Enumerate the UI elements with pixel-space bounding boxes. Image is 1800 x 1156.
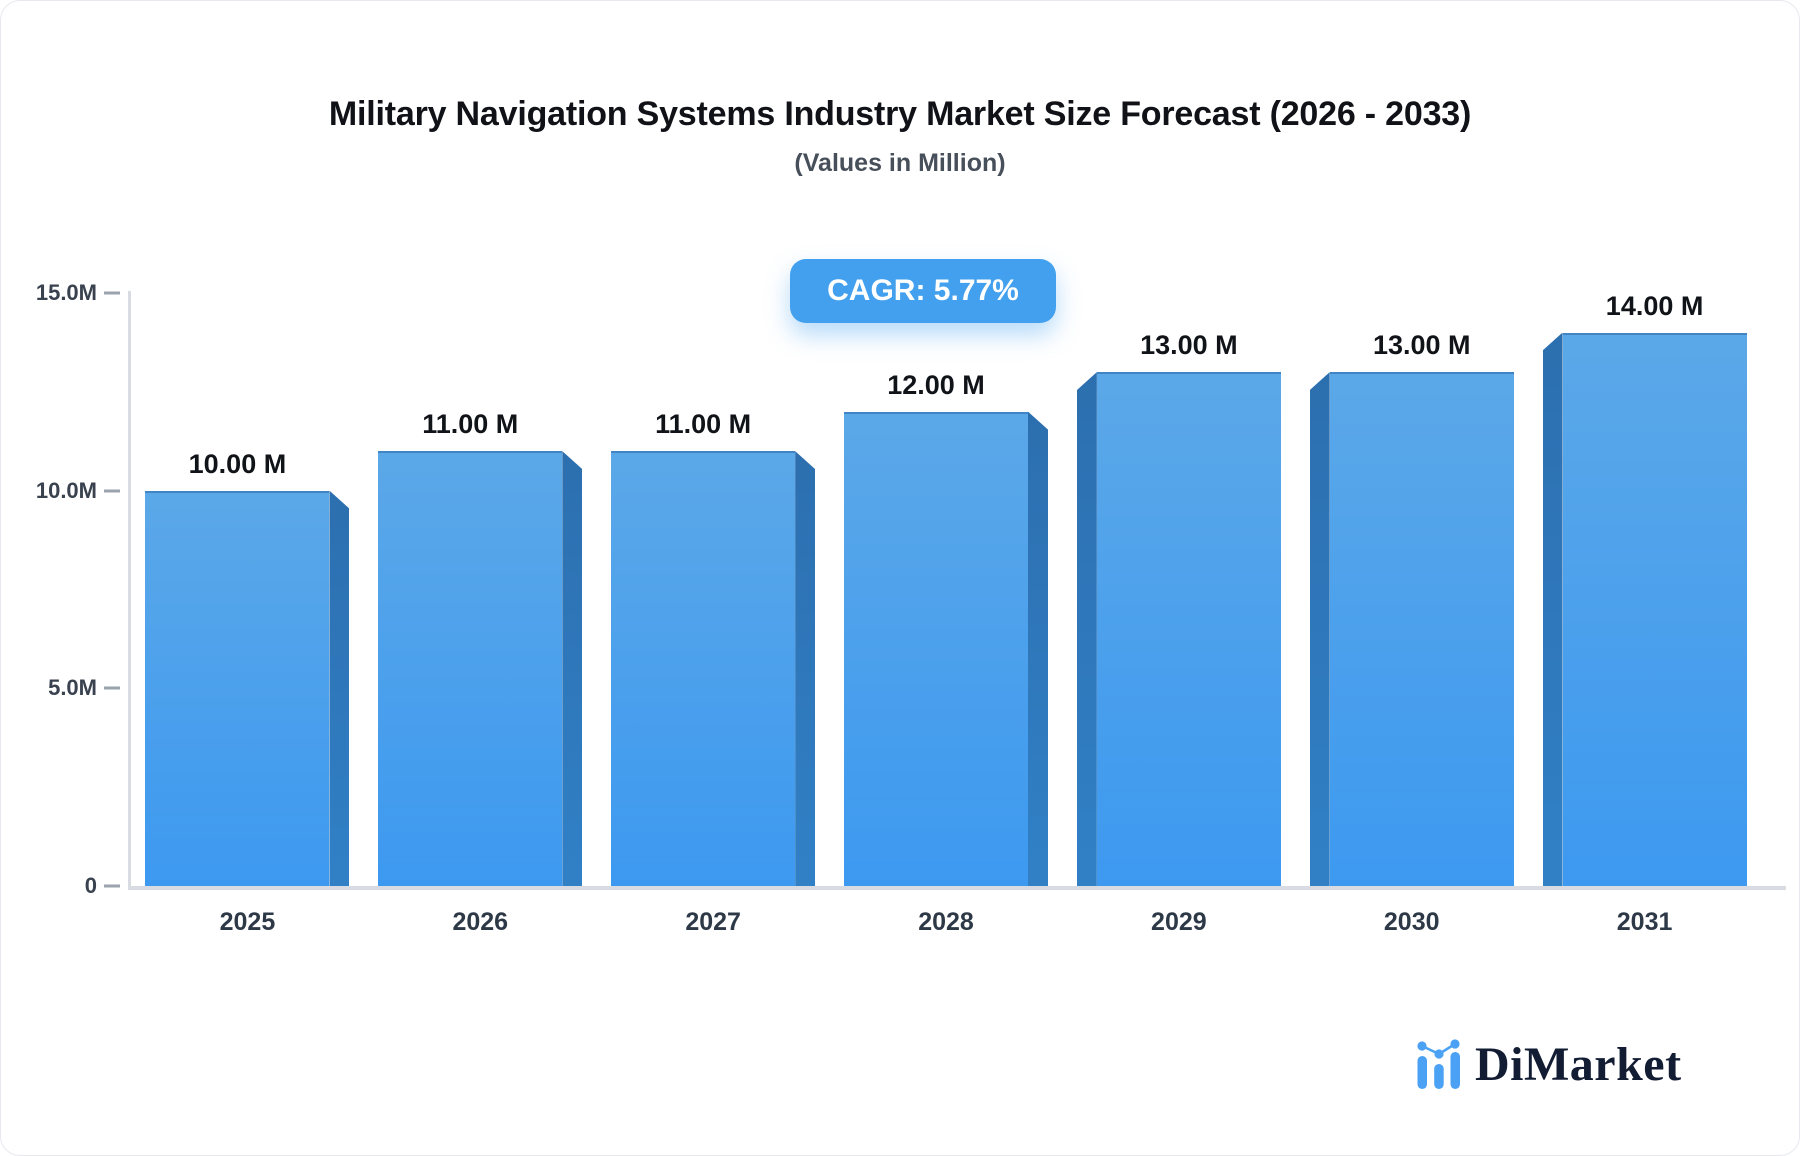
bars-container: 10.00 M 2025 11.00 M 2026 11.00 M 2027 12.00 M… <box>131 291 1761 936</box>
chart-subtitle: (Values in Million) <box>794 149 1006 177</box>
y-tick-label: 0 <box>84 873 97 898</box>
y-axis-line <box>128 291 131 890</box>
bar-value-label: 13.00 M <box>1372 330 1471 361</box>
x-axis-line <box>128 886 1786 890</box>
bar-2027[interactable] <box>611 451 796 886</box>
bar-value-label: 11.00 M <box>422 409 519 440</box>
bar-side-panel <box>1542 332 1563 886</box>
bar-2030[interactable] <box>1329 372 1514 886</box>
bar-value-label: 10.00 M <box>188 448 287 479</box>
bar-2028[interactable] <box>844 411 1028 886</box>
bar-2031[interactable] <box>1562 332 1747 886</box>
bar-value-label: 12.00 M <box>887 369 985 400</box>
dimarket-logo: DiMarket <box>1417 1039 1682 1089</box>
bar-cell-2025: 10.00 M 2025 <box>131 293 364 936</box>
bar-group-2029: 13.00 M <box>1076 330 1281 886</box>
bar-group-2030: 13.00 M <box>1309 330 1514 886</box>
bar-cell-2028: 12.00 M 2028 <box>830 293 1063 936</box>
bar-2025[interactable] <box>145 490 330 886</box>
bar-cell-2026: 11.00 M 2026 <box>364 293 597 936</box>
y-tick-mark <box>104 291 120 295</box>
y-tick-label: 15.0M <box>35 280 97 305</box>
bar-group-2031: 14.00 M <box>1542 291 1747 886</box>
axis-label-2031: 2031 <box>1616 908 1673 936</box>
y-tick-label: 5.0M <box>48 675 97 701</box>
y-tick-mark <box>104 489 120 493</box>
bar-side-panel <box>329 490 350 886</box>
axis-label-2030: 2030 <box>1383 908 1440 936</box>
plot-area: 10.00 M 2025 11.00 M 2026 11.00 M 2027 12.00 M… <box>36 280 1786 936</box>
axis-label-2026: 2026 <box>452 908 509 936</box>
bar-value-label: 11.00 M <box>655 409 752 440</box>
bar-side-panel <box>1076 372 1097 886</box>
y-tick-mark <box>104 686 120 690</box>
bar-side-panel <box>1309 372 1330 886</box>
bar-group-2028: 12.00 M <box>844 370 1048 886</box>
y-tick-label: 10.0M <box>35 477 97 503</box>
bar-cell-2030: 13.00 M 2030 <box>1295 293 1528 936</box>
axis-label-2027: 2027 <box>685 908 741 936</box>
bar-side-panel <box>1028 411 1048 886</box>
axis-label-2028: 2028 <box>918 908 974 936</box>
y-tick-mark <box>104 884 120 888</box>
bar-group-2026: 11.00 M <box>378 409 583 886</box>
bar-2026[interactable] <box>378 451 563 886</box>
bar-group-2027: 11.00 M <box>611 409 816 886</box>
bar-cell-2029: 13.00 M 2029 <box>1062 293 1295 936</box>
bar-side-panel <box>562 451 583 886</box>
bar-side-panel <box>795 451 816 886</box>
bar-2029[interactable] <box>1096 372 1281 886</box>
bar-value-label: 13.00 M <box>1140 330 1238 361</box>
chart-title: Military Navigation Systems Industry Mar… <box>328 95 1472 133</box>
logo-text: DiMarket <box>1475 1038 1682 1091</box>
cagr-badge: CAGR: 5.77% <box>790 259 1056 323</box>
bar-group-2025: 10.00 M <box>145 449 350 886</box>
mini-bar-chart-icon <box>1417 1039 1460 1089</box>
axis-label-2025: 2025 <box>219 908 276 936</box>
bar-value-label: 14.00 M <box>1605 290 1704 321</box>
bar-cell-2027: 11.00 M 2027 <box>597 293 830 936</box>
axis-label-2029: 2029 <box>1151 908 1207 936</box>
bar-cell-2031: 14.00 M 2031 <box>1528 291 1761 936</box>
cagr-badge-label: CAGR: 5.77% <box>827 274 1019 307</box>
